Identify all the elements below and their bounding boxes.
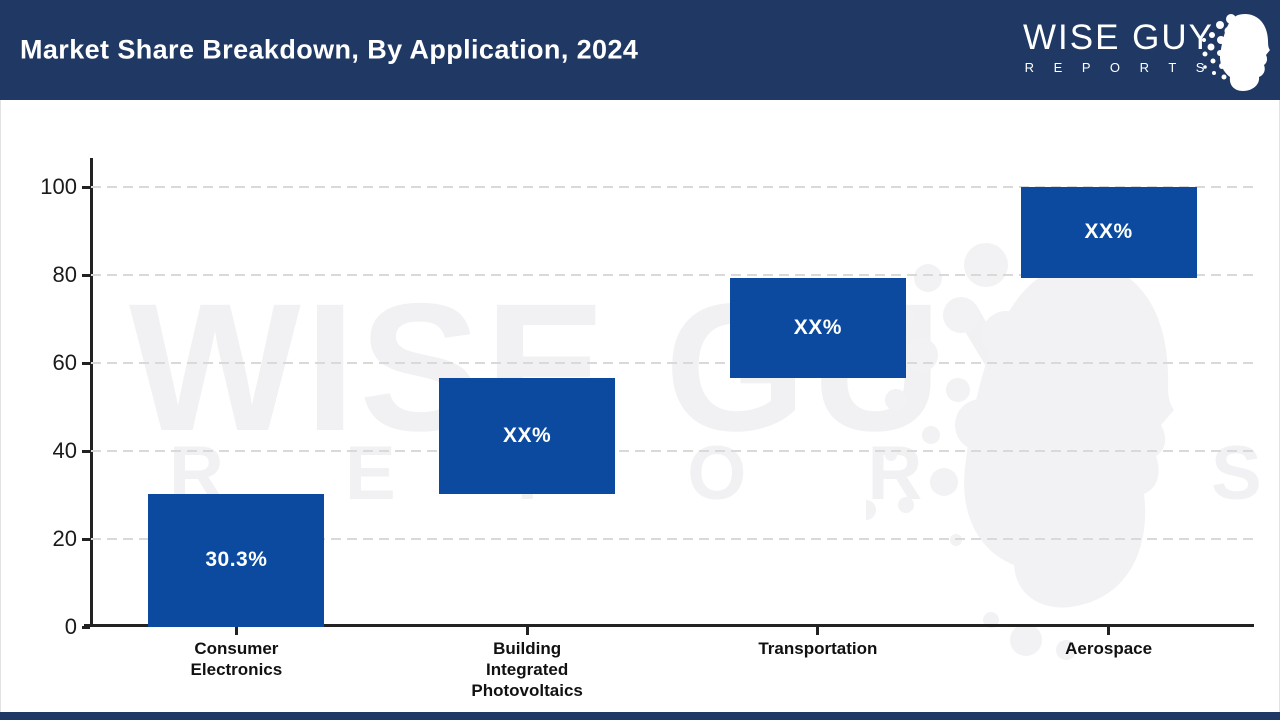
y-tick-label-80: 80 bbox=[52, 262, 77, 287]
bar-value-label: XX% bbox=[793, 315, 842, 339]
x-tick-0 bbox=[234, 627, 238, 635]
footer-accent-bar bbox=[0, 712, 1280, 720]
x-category-label: Consumer Electronics bbox=[190, 639, 283, 679]
x-category-label: Transportation bbox=[758, 639, 878, 658]
gridline-y100 bbox=[91, 186, 1254, 188]
gridline-y40 bbox=[91, 450, 1254, 452]
brand-subname: R E P O R T S bbox=[1024, 60, 1213, 75]
y-tick-20 bbox=[82, 538, 90, 541]
y-axis-line bbox=[90, 158, 93, 627]
face-profile-icon bbox=[1202, 13, 1270, 92]
gridline-y20 bbox=[91, 538, 1254, 540]
y-tick-80 bbox=[82, 274, 90, 277]
x-tick-2 bbox=[816, 627, 820, 635]
bar-value-label: XX% bbox=[503, 423, 552, 447]
brand-logo-text: WISE GUY R E P O R T S bbox=[1023, 19, 1214, 77]
y-tick-100 bbox=[82, 186, 90, 189]
bar-building-integrated-photovoltaics: XX% bbox=[439, 377, 616, 494]
bar-consumer-electronics: 30.3% bbox=[148, 493, 325, 627]
y-tick-40 bbox=[82, 450, 90, 453]
brand-name: WISE GUY bbox=[1022, 18, 1214, 57]
y-tick-label-0: 0 bbox=[64, 614, 77, 639]
y-tick-label-20: 20 bbox=[52, 526, 77, 551]
bar-transportation: XX% bbox=[729, 277, 906, 378]
page-title: Market Share Breakdown, By Application, … bbox=[20, 34, 639, 65]
gridline-y80 bbox=[91, 274, 1254, 276]
x-axis-line bbox=[84, 624, 1254, 627]
x-tick-3 bbox=[1107, 627, 1111, 635]
chart-canvas: WISE GUY R E P O R T S 0 20 40 60 80 100 30.3%… bbox=[0, 100, 1280, 712]
y-tick-0 bbox=[82, 626, 90, 629]
x-tick-1 bbox=[525, 627, 529, 635]
header: Market Share Breakdown, By Application, … bbox=[0, 0, 1280, 100]
bar-value-label: 30.3% bbox=[205, 548, 268, 572]
y-tick-label-100: 100 bbox=[40, 174, 77, 199]
x-category-label: Building Integrated Photovoltaics bbox=[471, 639, 583, 700]
watermark-face-icon bbox=[866, 243, 1174, 660]
brand-logo: WISE GUY R E P O R T S bbox=[1022, 7, 1272, 93]
y-tick-60 bbox=[82, 362, 90, 365]
y-tick-label-40: 40 bbox=[52, 438, 77, 463]
bar-aerospace: XX% bbox=[1020, 187, 1197, 278]
x-category-label: Aerospace bbox=[1065, 639, 1153, 658]
gridline-y60 bbox=[91, 362, 1254, 364]
y-tick-label-60: 60 bbox=[52, 350, 77, 375]
bar-value-label: XX% bbox=[1084, 220, 1133, 244]
